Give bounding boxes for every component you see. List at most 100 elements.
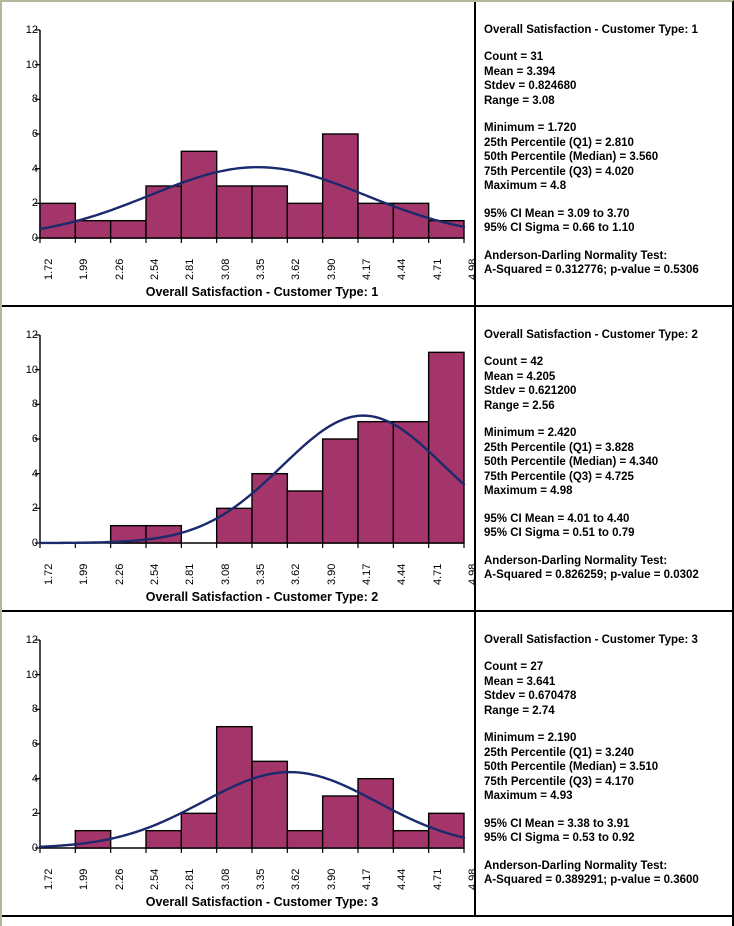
x-axis-tick-label: 2.54 [149, 868, 161, 890]
spacer [484, 846, 732, 859]
y-axis-labels-2: 0 2 4 6 8 10 12 [10, 307, 38, 610]
x-axis-title-1: Overall Satisfaction - Customer Type: 1 [145, 285, 379, 299]
x-axis-tick-label: 3.08 [219, 563, 232, 585]
stats-median: 50th Percentile (Median) = 3.510 [484, 761, 659, 773]
plot-wrap-1: 0 2 4 6 8 10 12 1.72 1.99 2.26 2.54 2.81 3.08 3.35 3.… [2, 2, 479, 305]
y-axis-tick-label: 12 [25, 329, 38, 341]
x-axis-tick-label: 2.26 [113, 563, 126, 585]
y-axis-tick-label: 4 [31, 467, 38, 480]
x-axis-labels-1: 1.72 1.99 2.26 2.54 2.81 3.08 3.35 3.62 3.90 4.17… [2, 2, 479, 305]
x-axis-tick-label: 1.72 [43, 258, 55, 280]
panel-customer-type-2: 0 2 4 6 8 10 12 1.72 1.99 2.26 2.54 2.81 3.08 3.35 3.… [2, 307, 732, 612]
stats-ci-mean: 95% CI Mean = 3.38 to 3.91 [484, 817, 630, 830]
y-axis-tick-label: 0 [31, 232, 38, 244]
stats-minimum: Minimum = 1.720 [484, 122, 577, 134]
x-axis-tick-label: 2.54 [149, 258, 161, 280]
x-axis-tick-label: 3.62 [290, 563, 303, 585]
stats-maximum: Maximum = 4.98 [484, 485, 573, 497]
x-axis-tick-label: 2.26 [113, 868, 126, 890]
x-axis-title-2: Overall Satisfaction - Customer Type: 2 [145, 590, 379, 604]
stats-ad-title: Anderson-Darling Normality Test: [484, 249, 668, 262]
x-axis-tick-label: 2.54 [149, 563, 161, 585]
y-axis-tick-label: 4 [31, 162, 38, 175]
stats-ad-result: A-Squared = 0.389291; p-value = 0.3600 [484, 874, 699, 886]
x-axis-tick-label: 3.08 [219, 258, 232, 280]
histogram-svg-2 [35, 334, 466, 548]
stats-ci-sigma: 95% CI Sigma = 0.66 to 1.10 [484, 222, 635, 234]
y-axis-tick-label: 12 [25, 634, 38, 646]
y-axis-tick-label: 8 [31, 703, 38, 716]
stats-q3: 75th Percentile (Q3) = 4.725 [484, 470, 634, 483]
x-axis-tick-label: 1.99 [78, 868, 91, 890]
stats-stdev: Stdev = 0.670478 [484, 690, 577, 702]
stats-title: Overall Satisfaction - Customer Type: 1 [484, 24, 698, 36]
stats-count: Count = 27 [484, 661, 544, 673]
stats-ci-sigma: 95% CI Sigma = 0.51 to 0.79 [484, 527, 635, 539]
stats-mean: Mean = 3.641 [484, 675, 556, 688]
x-axis-tick-label: 3.62 [290, 868, 303, 890]
histogram-svg-3 [35, 639, 466, 853]
panel-customer-type-3: 0 2 4 6 8 10 12 1.72 1.99 2.26 2.54 2.81 3.08 3.35 3.… [2, 612, 732, 917]
stats-maximum: Maximum = 4.93 [484, 790, 573, 802]
x-axis-tick-label: 2.26 [113, 258, 126, 280]
plot-wrap-2: 0 2 4 6 8 10 12 1.72 1.99 2.26 2.54 2.81 3.08 3.35 3.… [2, 307, 479, 610]
stats-maximum: Maximum = 4.8 [484, 180, 567, 192]
x-axis-tick-label: 4.17 [361, 563, 373, 585]
x-axis-tick-label: 2.81 [184, 258, 197, 280]
x-axis-tick-label: 1.99 [78, 258, 91, 280]
x-axis-tick-label: 3.35 [255, 563, 267, 585]
stats-stdev: Stdev = 0.621200 [484, 385, 577, 397]
stats-panel-3: Overall Satisfaction - Customer Type: 3 … [478, 612, 732, 915]
spacer [484, 499, 732, 512]
y-axis-tick-label: 10 [25, 668, 38, 681]
y-axis-labels-3: 0 2 4 6 8 10 12 [10, 612, 38, 915]
chart-area-3: 0 2 4 6 8 10 12 1.72 1.99 2.26 2.54 2.81 3.08 3.35 3.… [2, 612, 479, 915]
chart-area-1: 0 2 4 6 8 10 12 1.72 1.99 2.26 2.54 2.81 3.08 3.35 3.… [2, 2, 479, 305]
stats-mean: Mean = 4.205 [484, 370, 556, 383]
plot-wrap-3: 0 2 4 6 8 10 12 1.72 1.99 2.26 2.54 2.81 3.08 3.35 3.… [2, 612, 479, 915]
stats-count: Count = 31 [484, 51, 544, 63]
stats-ad-title: Anderson-Darling Normality Test: [484, 554, 668, 567]
stats-count: Count = 42 [484, 356, 544, 368]
spacer [484, 194, 732, 207]
y-axis-tick-label: 2 [31, 807, 38, 820]
x-axis-tick-label: 3.90 [325, 868, 338, 890]
panel-stub-next [2, 917, 732, 923]
x-axis-tick-label: 3.90 [325, 258, 338, 280]
x-axis-tick-label: 3.08 [219, 868, 232, 890]
y-axis-tick-label: 6 [31, 128, 38, 140]
y-axis-tick-label: 6 [31, 738, 38, 750]
stats-range: Range = 2.74 [484, 704, 555, 717]
spacer [484, 804, 732, 817]
x-axis-labels-2: 1.72 1.99 2.26 2.54 2.81 3.08 3.35 3.62 3.90 4.17… [2, 307, 479, 610]
y-axis-tick-label: 6 [31, 433, 38, 445]
histogram-svg-1 [35, 29, 466, 243]
x-axis-tick-label: 4.71 [431, 258, 444, 280]
stats-stdev: Stdev = 0.824680 [484, 80, 577, 92]
panel-customer-type-1: 0 2 4 6 8 10 12 1.72 1.99 2.26 2.54 2.81 3.08 3.35 3.… [2, 2, 732, 307]
x-axis-tick-label: 4.44 [396, 258, 409, 280]
y-axis-tick-label: 10 [25, 58, 38, 71]
stats-minimum: Minimum = 2.420 [484, 427, 577, 439]
x-axis-tick-label: 3.35 [255, 258, 267, 280]
stats-range: Range = 3.08 [484, 94, 555, 107]
y-axis-labels-1: 0 2 4 6 8 10 12 [10, 2, 38, 305]
x-axis-tick-label: 3.90 [325, 563, 338, 585]
stats-range: Range = 2.56 [484, 399, 555, 412]
y-axis-tick-label: 8 [31, 93, 38, 106]
x-axis-tick-label: 4.17 [361, 258, 373, 280]
y-axis-tick-label: 0 [31, 537, 38, 549]
chart-area-2: 0 2 4 6 8 10 12 1.72 1.99 2.26 2.54 2.81 3.08 3.35 3.… [2, 307, 479, 610]
stats-title: Overall Satisfaction - Customer Type: 2 [484, 329, 698, 341]
x-axis-tick-label: 1.72 [43, 563, 55, 585]
x-axis-tick-label: 2.81 [184, 868, 197, 890]
stats-panel-2: Overall Satisfaction - Customer Type: 2 … [478, 307, 732, 610]
y-axis-tick-label: 4 [31, 772, 38, 785]
stats-minimum: Minimum = 2.190 [484, 732, 577, 744]
spacer [484, 541, 732, 554]
stats-mean: Mean = 3.394 [484, 65, 556, 78]
y-axis-tick-label: 2 [31, 502, 38, 515]
x-axis-tick-label: 4.44 [396, 868, 409, 890]
y-axis-tick-label: 8 [31, 398, 38, 411]
x-axis-title-3: Overall Satisfaction - Customer Type: 3 [145, 895, 379, 909]
